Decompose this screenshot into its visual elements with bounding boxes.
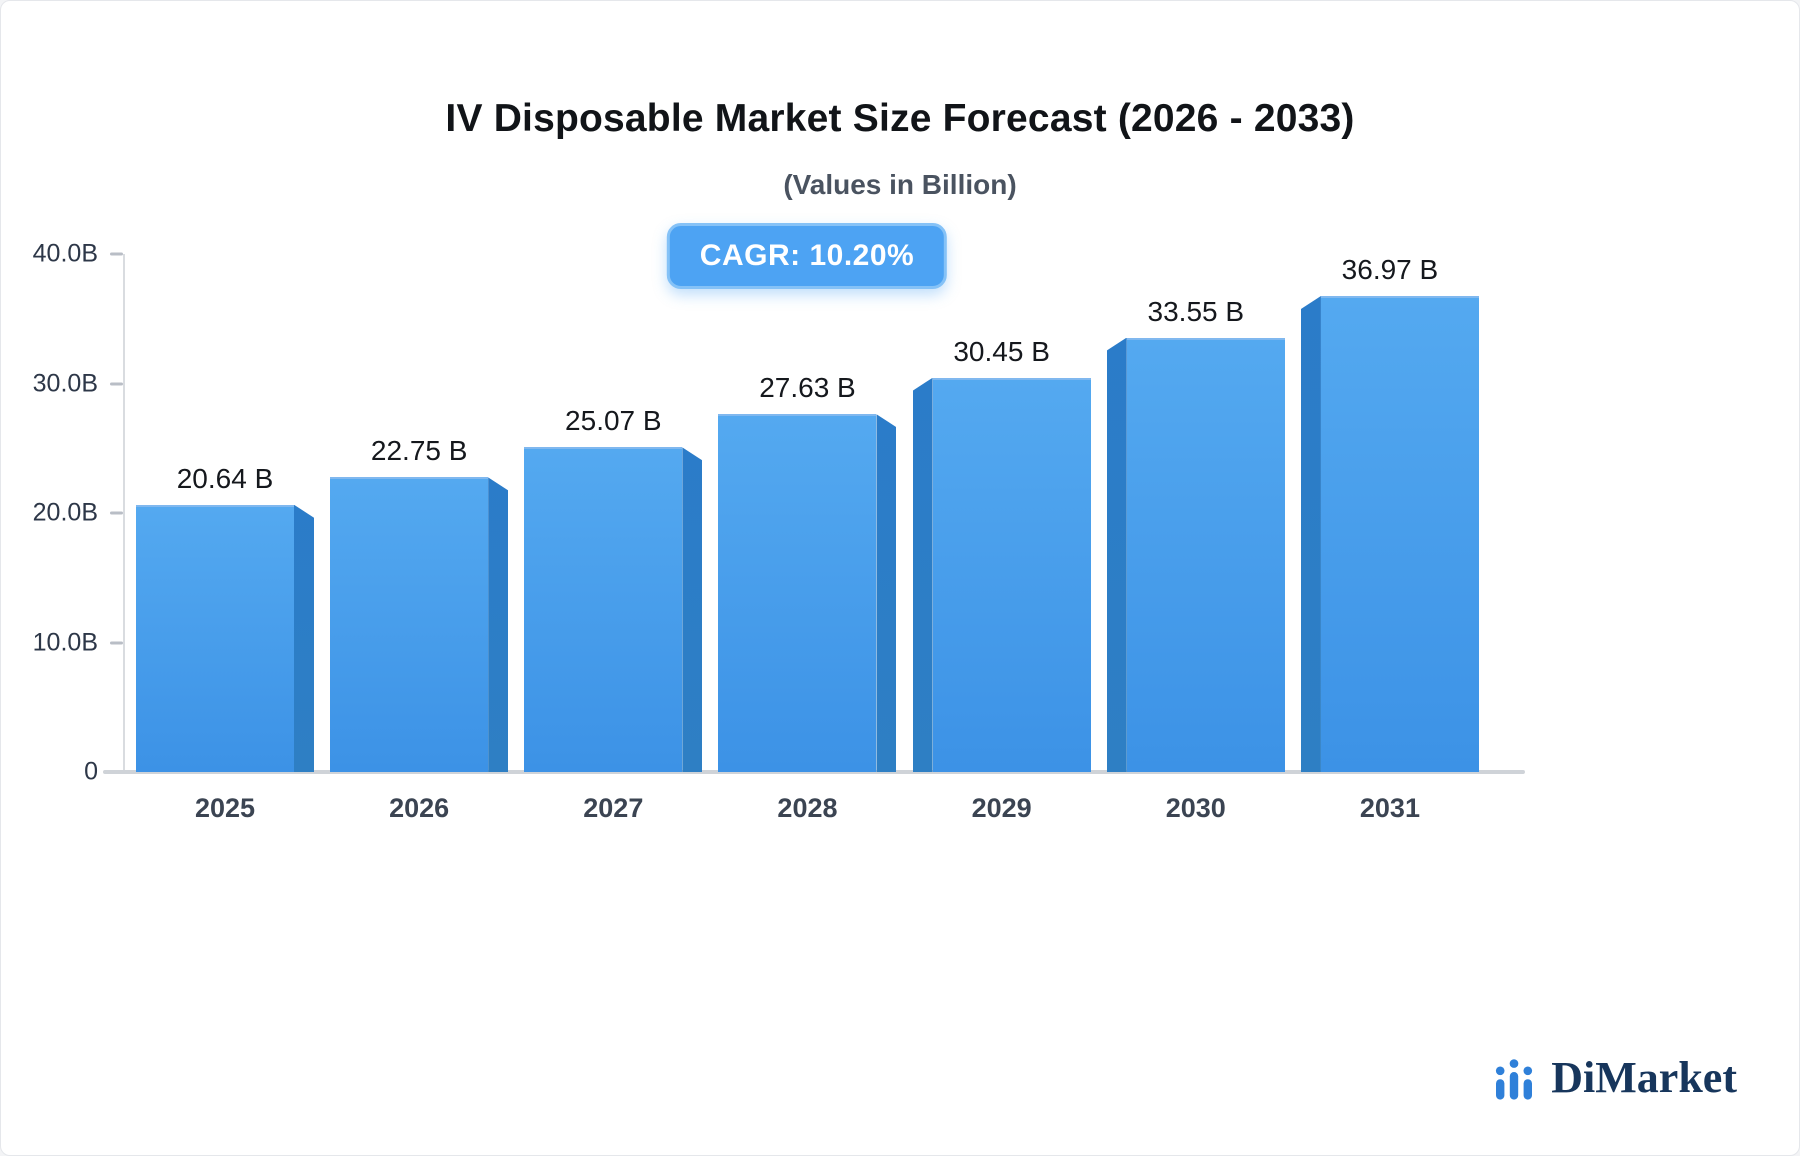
x-tick-label: 2027: [583, 793, 644, 823]
chart-title: IV Disposable Market Size Forecast (2026…: [445, 97, 1355, 140]
x-tick-label: 2029: [971, 793, 1032, 823]
bar-group-2031: 36.97 B 2031: [1300, 254, 1480, 823]
cagr-badge: CAGR: 10.20%: [666, 223, 948, 289]
y-tick-label: 20.0B: [33, 499, 123, 528]
bar-value-label: 25.07 B: [565, 405, 662, 437]
x-tick-label: 2028: [777, 793, 838, 823]
bar-2026: [330, 477, 509, 772]
x-tick-label: 2026: [389, 793, 450, 823]
bar-2031: [1300, 296, 1479, 772]
bar-2025: [136, 504, 314, 772]
x-tick-label: 2025: [194, 793, 256, 823]
bar-2028: [718, 414, 897, 772]
bar-value-label: 33.55 B: [1147, 295, 1245, 327]
chart-subtitle: (Values in Billion): [783, 169, 1017, 200]
bar-group-2026: 22.75 B 2026: [329, 254, 509, 823]
bar-2030: [1106, 337, 1285, 772]
brand-logo: DiMarket: [1490, 1052, 1737, 1103]
y-tick-label: 10.0B: [33, 628, 123, 657]
bar-value-label: 20.64 B: [176, 462, 274, 494]
y-axis: 40.0B 30.0B 20.0B 10.0B 0: [31, 240, 123, 786]
brand-name: DiMarket: [1551, 1053, 1737, 1102]
y-tick-label: 40.0B: [33, 240, 123, 269]
bar-value-label: 22.75 B: [370, 435, 468, 467]
bar-value-label: 27.63 B: [759, 372, 856, 404]
bar-group-2028: 27.63 B 2028: [717, 254, 897, 823]
bar-value-label: 36.97 B: [1341, 254, 1439, 285]
x-tick-label: 2030: [1165, 793, 1226, 823]
y-tick-label: 30.0B: [33, 369, 123, 398]
bar-group-2027: 25.07 B 2027: [523, 254, 703, 823]
x-axis-line: [103, 770, 1525, 774]
x-tick-label: 2031: [1359, 793, 1420, 823]
dimarket-chart-icon: [1496, 1058, 1533, 1100]
bar-group-2030: 33.55 B 2030: [1106, 254, 1286, 823]
bar-group-2025: 20.64 B 2025: [135, 254, 315, 823]
plot-area: 20.64 B 2025 22.75 B 2026 25.07 B 2027 27.63 B…: [103, 254, 1525, 823]
bar-value-label: 30.45 B: [953, 335, 1050, 367]
bar-2029: [912, 377, 1091, 772]
bar-group-2029: 30.45 B 2029: [912, 254, 1092, 823]
bar-chart: 40.0B 30.0B 20.0B 10.0B 0 20.64 B 2025 22.75 B…: [31, 240, 1525, 823]
bar-2027: [524, 447, 703, 772]
